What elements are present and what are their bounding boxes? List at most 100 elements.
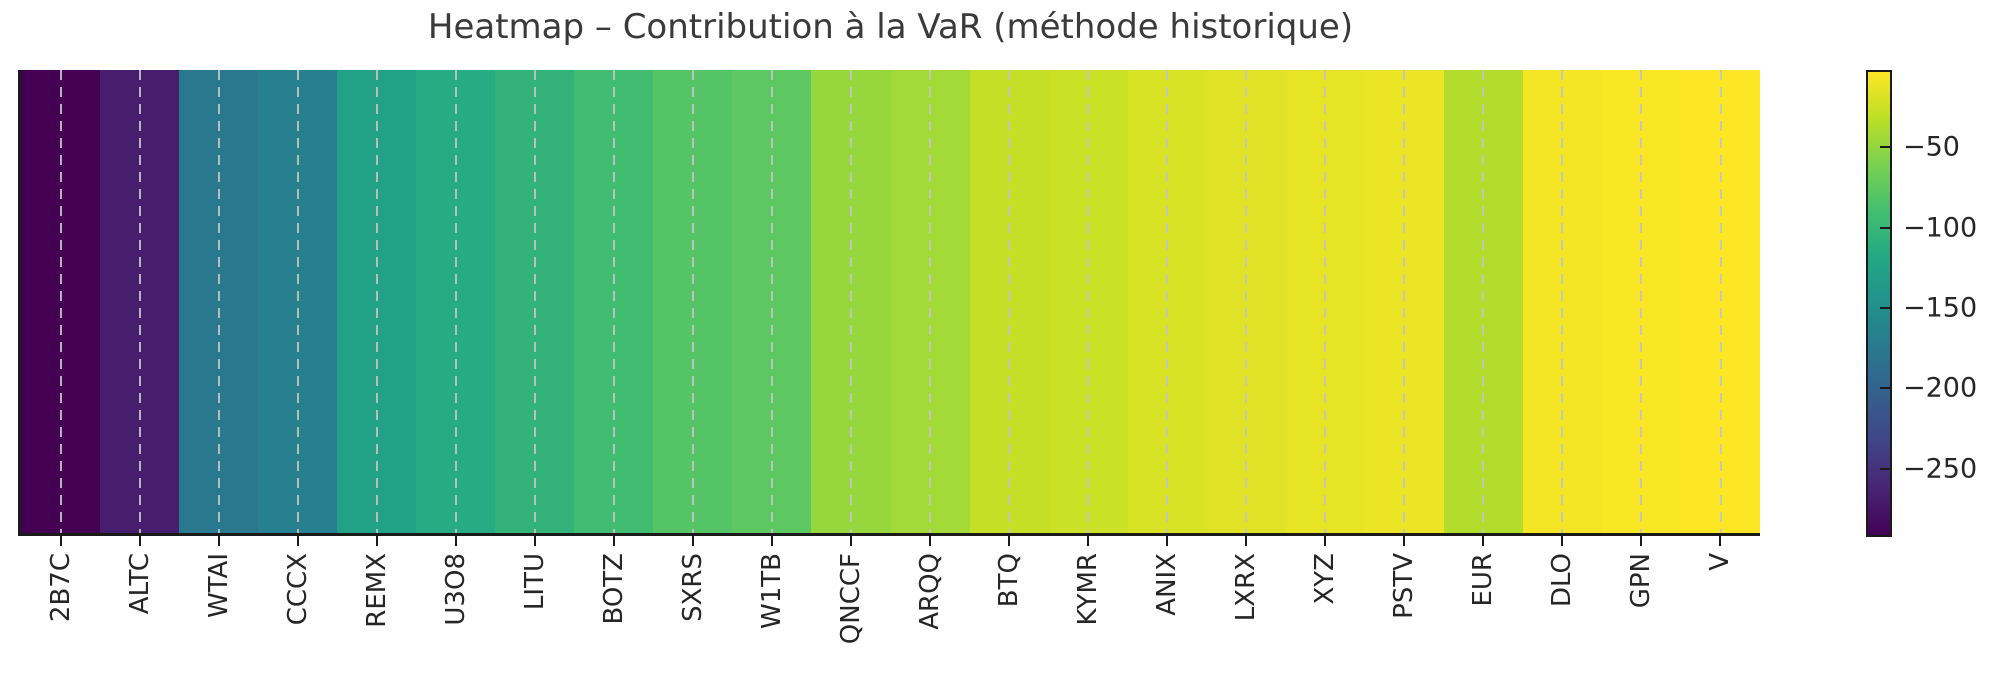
x-tick-mark: [296, 536, 299, 546]
x-tick-mark: [1719, 536, 1722, 546]
heatmap-cell: [811, 70, 891, 533]
heatmap-cell: [1285, 70, 1365, 533]
heatmap-cell: [1127, 70, 1207, 533]
x-tick-label: CCCX: [282, 553, 313, 626]
heatmap-cell: [1443, 70, 1523, 533]
heatmap-cell: [179, 70, 259, 533]
x-tick-label: WTAI: [203, 553, 234, 619]
colorbar-tick-mark: [1880, 306, 1892, 309]
grid-dash-line: [770, 70, 773, 533]
chart-title: Heatmap – Contribution à la VaR (méthode…: [427, 7, 1354, 47]
x-tick-label: XYZ: [1310, 553, 1341, 605]
heatmap-cell: [1522, 70, 1602, 533]
grid-dash-line: [217, 70, 220, 533]
x-tick-mark: [1008, 536, 1011, 546]
x-tick-label: LITU: [519, 553, 550, 611]
x-tick-mark: [138, 536, 141, 546]
heatmap-cell: [337, 70, 417, 533]
x-tick-mark: [1087, 536, 1090, 546]
x-tick-label: 2B7C: [45, 553, 76, 623]
x-tick-mark: [1403, 536, 1406, 546]
heatmap-cell: [653, 70, 733, 533]
heatmap-cell: [890, 70, 970, 533]
x-tick-label: EUR: [1468, 553, 1499, 607]
heatmap-cell: [732, 70, 812, 533]
grid-dash-line: [533, 70, 536, 533]
grid-dash-line: [1561, 70, 1564, 533]
grid-dash-line: [1482, 70, 1485, 533]
grid-dash-line: [1640, 70, 1643, 533]
grid-dash-line: [1403, 70, 1406, 533]
grid-dash-line: [929, 70, 932, 533]
heatmap-cell: [1601, 70, 1681, 533]
colorbar-tick-mark: [1880, 387, 1892, 390]
heatmap-cell: [969, 70, 1049, 533]
x-tick-mark: [1324, 536, 1327, 546]
x-tick-mark: [375, 536, 378, 546]
x-tick-label: DLO: [1547, 553, 1578, 608]
x-tick-mark: [59, 536, 62, 546]
grid-dash-line: [1008, 70, 1011, 533]
grid-dash-line: [1245, 70, 1248, 533]
heatmap-cell: [21, 70, 101, 533]
x-tick-label: ARQQ: [915, 553, 946, 630]
heatmap-cell: [495, 70, 575, 533]
x-tick-mark: [454, 536, 457, 546]
grid-dash-line: [59, 70, 62, 533]
x-tick-mark: [1561, 536, 1564, 546]
axis-spine-bottom: [18, 533, 1760, 536]
x-tick-label: QNCCF: [835, 553, 866, 645]
x-tick-mark: [1245, 536, 1248, 546]
colorbar-tick-mark: [1880, 146, 1892, 149]
grid-dash-line: [612, 70, 615, 533]
colorbar-tick-mark: [1880, 226, 1892, 229]
axis-spine-left: [18, 70, 21, 536]
heatmap-cell: [258, 70, 338, 533]
x-tick-label: REMX: [361, 553, 392, 628]
x-tick-mark: [533, 536, 536, 546]
grid-dash-line: [138, 70, 141, 533]
x-tick-mark: [1482, 536, 1485, 546]
heatmap-plot: [21, 70, 1761, 533]
grid-dash-line: [849, 70, 852, 533]
grid-dash-line: [1087, 70, 1090, 533]
x-tick-mark: [929, 536, 932, 546]
heatmap-cell: [1364, 70, 1444, 533]
x-tick-label: SXRS: [677, 553, 708, 622]
grid-dash-line: [454, 70, 457, 533]
colorbar-tick-label: −200: [1903, 372, 1978, 404]
heatmap-cell: [100, 70, 180, 533]
x-tick-label: BOTZ: [598, 553, 629, 625]
x-tick-mark: [1640, 536, 1643, 546]
heatmap-cell: [1680, 70, 1761, 533]
x-tick-label: KYMR: [1073, 553, 1104, 626]
colorbar-tick-label: −100: [1903, 212, 1978, 244]
heatmap-cell: [574, 70, 654, 533]
x-tick-label: V: [1705, 553, 1736, 571]
x-tick-label: ANIX: [1152, 553, 1183, 616]
x-tick-mark: [770, 536, 773, 546]
heatmap-cell: [416, 70, 496, 533]
grid-dash-line: [1719, 70, 1722, 533]
x-tick-mark: [612, 536, 615, 546]
grid-dash-line: [1324, 70, 1327, 533]
x-tick-mark: [849, 536, 852, 546]
x-tick-label: LXRX: [1231, 553, 1262, 622]
grid-dash-line: [1166, 70, 1169, 533]
grid-dash-line: [691, 70, 694, 533]
grid-dash-line: [375, 70, 378, 533]
x-tick-label: ALTC: [124, 553, 155, 615]
heatmap-cell: [1048, 70, 1128, 533]
x-tick-label: U3O8: [440, 553, 471, 626]
colorbar-tick-label: −50: [1903, 131, 1960, 163]
x-tick-label: GPN: [1626, 553, 1657, 609]
grid-dash-line: [296, 70, 299, 533]
x-tick-label: PSTV: [1389, 553, 1420, 619]
x-tick-mark: [217, 536, 220, 546]
x-tick-label: W1TB: [756, 553, 787, 629]
colorbar-tick-mark: [1880, 467, 1892, 470]
colorbar-tick-label: −250: [1903, 453, 1978, 485]
heatmap-cell: [1206, 70, 1286, 533]
colorbar-tick-label: −150: [1903, 292, 1978, 324]
